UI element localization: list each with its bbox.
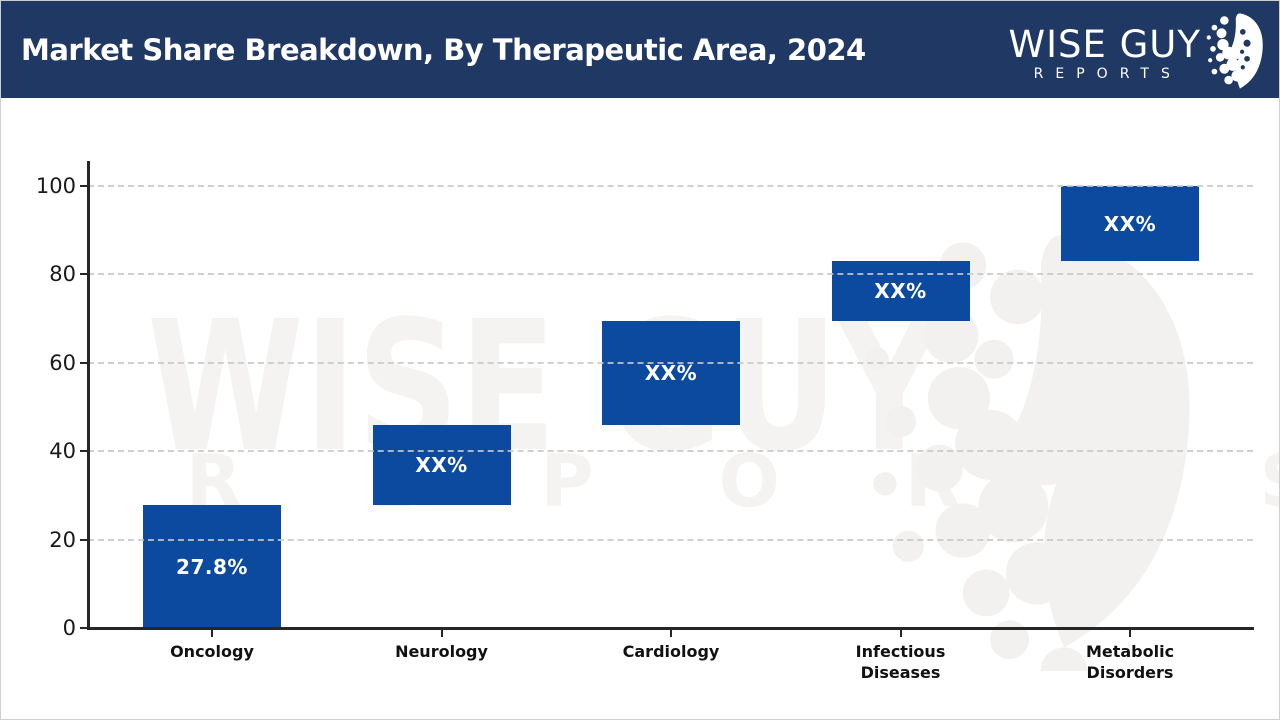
x-category-label-oncology: Oncology <box>170 642 254 661</box>
chart-title: Market Share Breakdown, By Therapeutic A… <box>21 32 866 67</box>
y-tick-label-100: 100 <box>35 174 76 198</box>
bar-infectious-diseases: XX% <box>831 261 970 321</box>
y-tick-label-60: 60 <box>49 350 76 375</box>
y-tick-80 <box>80 273 88 276</box>
y-tick-60 <box>80 361 88 364</box>
bar-value-label-metabolic-disorders: XX% <box>1103 211 1157 236</box>
gridline-60 <box>88 361 1253 364</box>
bar-value-label-infectious-diseases: XX% <box>874 278 927 303</box>
y-tick-0 <box>80 627 88 629</box>
bar-metabolic-disorders: XX% <box>1061 186 1199 262</box>
x-category-label-infectious-diseases: Infectious Diseases <box>855 642 946 682</box>
logo-wordmark: WISE GUY <box>1008 23 1201 66</box>
x-axis-spine <box>87 627 1254 630</box>
x-category-label-cardiology: Cardiology <box>622 642 720 661</box>
bar-value-label-oncology: 27.8% <box>176 554 248 579</box>
y-tick-100 <box>80 185 88 187</box>
logo-face-icon <box>1206 13 1263 89</box>
x-tick-metabolic-disorders <box>1129 629 1131 637</box>
x-category-label-metabolic-disorders: Metabolic Disorders <box>1085 642 1175 682</box>
y-tick-20 <box>80 538 88 541</box>
wise-guy-logo: WISE GUY REPORTS <box>1009 9 1267 93</box>
y-tick-label-80: 80 <box>49 262 76 287</box>
logo-text: WISE GUY REPORTS <box>1008 23 1201 83</box>
gridline-100 <box>88 185 1253 187</box>
gridline-80 <box>88 273 1253 276</box>
x-tick-oncology <box>211 629 213 637</box>
y-tick-40 <box>80 450 88 453</box>
bar-value-label-cardiology: XX% <box>644 360 698 385</box>
bar-oncology: 27.8% <box>143 505 281 628</box>
gridline-40 <box>88 450 1253 453</box>
bar-value-label-neurology: XX% <box>415 452 468 477</box>
y-axis-spine <box>87 161 90 630</box>
x-tick-cardiology <box>670 629 672 637</box>
x-tick-infectious-diseases <box>899 629 902 637</box>
gridline-20 <box>88 538 1253 541</box>
header-bar: Market Share Breakdown, By Therapeutic A… <box>1 1 1279 98</box>
bar-neurology: XX% <box>372 424 511 506</box>
y-tick-label-40: 40 <box>49 439 76 464</box>
y-tick-label-0: 0 <box>62 616 76 640</box>
x-tick-neurology <box>440 629 443 637</box>
x-category-label-neurology: Neurology <box>395 642 488 661</box>
y-tick-label-20: 20 <box>49 527 76 552</box>
bar-cardiology: XX% <box>602 320 740 425</box>
logo-subtext: REPORTS <box>1033 66 1182 82</box>
